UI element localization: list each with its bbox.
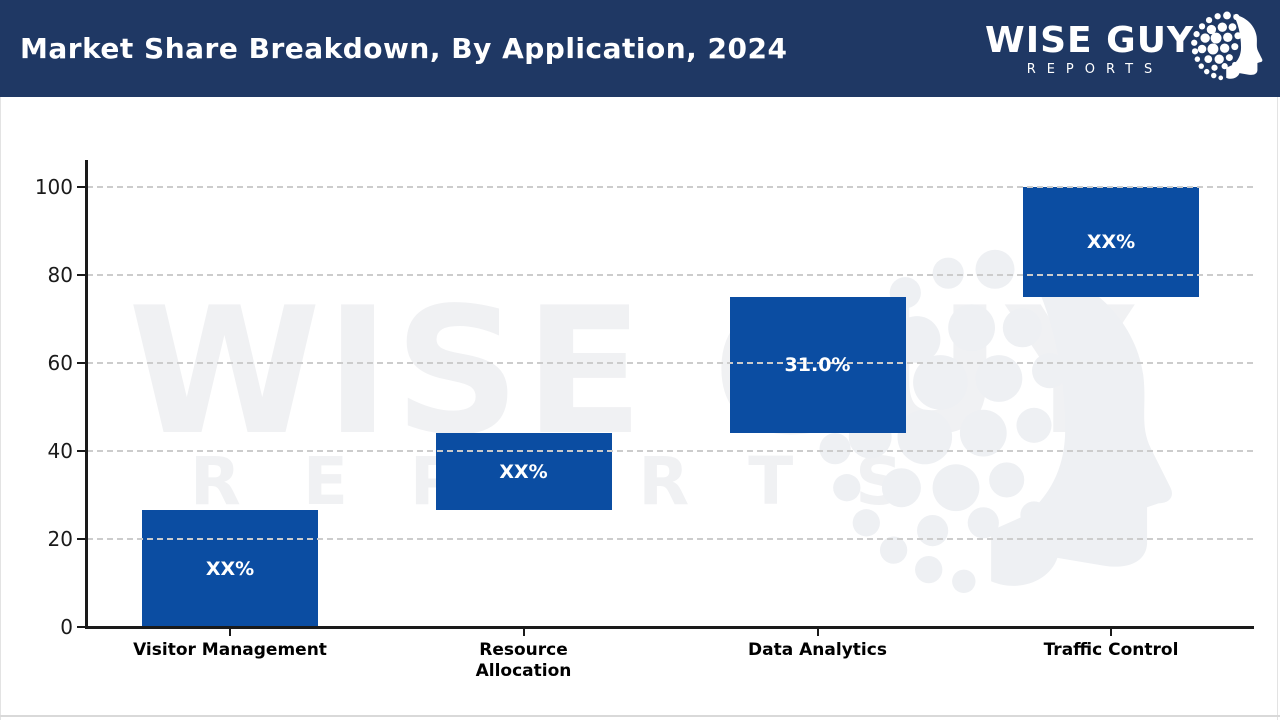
x-tick-mark [1110, 629, 1112, 636]
page-title: Market Share Breakdown, By Application, … [20, 32, 788, 65]
x-tick-label-traffic-control: Traffic Control [991, 640, 1231, 661]
x-tick-mark [522, 629, 525, 636]
gridline-y20 [87, 537, 1253, 540]
bar-value-label-visitor-management: XX% [205, 557, 255, 580]
logo-wordmark: WISE GUY [984, 19, 1194, 61]
logo-face-icon [1191, 11, 1263, 81]
x-axis-spine [85, 626, 1254, 629]
bar-value-label-resource-allocation: XX% [499, 460, 548, 483]
y-tick-label-60: 60 [47, 350, 73, 375]
bar-resource-allocation [435, 433, 612, 511]
y-tick-mark [77, 273, 86, 276]
content-border [0, 97, 1278, 720]
y-axis-spine [85, 160, 88, 629]
x-tick-label-line: Allocation [475, 661, 572, 681]
bottom-divider [0, 715, 1280, 717]
bar-value-label-data-analytics: 31.0% [784, 353, 851, 376]
x-tick-label-line: Data Analytics [748, 640, 887, 660]
y-tick-label-20: 20 [47, 526, 73, 551]
y-tick-label-40: 40 [47, 438, 73, 463]
x-tick-label-line: Traffic Control [1043, 640, 1179, 660]
y-tick-mark [77, 626, 86, 628]
header: Market Share Breakdown, By Application, … [0, 0, 1280, 97]
x-tick-label-line: Visitor Management [133, 640, 327, 660]
y-tick-mark [77, 361, 86, 364]
x-tick-label-visitor-management: Visitor Management [110, 640, 350, 661]
bar-value-label-traffic-control: XX% [1086, 230, 1136, 253]
x-tick-label-data-analytics: Data Analytics [698, 640, 938, 661]
y-tick-label-100: 100 [34, 174, 73, 199]
x-tick-mark [229, 629, 231, 636]
gridline-y60 [87, 361, 1253, 364]
logo-text: WISE GUY REPORTS [984, 19, 1194, 77]
x-tick-label-resource-allocation: Resource Allocation [404, 640, 644, 682]
y-tick-mark [77, 449, 86, 452]
gridline-y80 [87, 273, 1253, 276]
brand-logo: WISE GUY REPORTS [985, 8, 1266, 90]
y-tick-label-80: 80 [47, 262, 73, 287]
x-tick-label-line: Resource [479, 640, 568, 660]
bar-visitor-management [142, 510, 318, 627]
gridline-y100 [87, 185, 1253, 188]
y-tick-label-0: 0 [60, 615, 73, 639]
y-tick-mark [77, 185, 86, 188]
gridline-y40 [87, 449, 1253, 452]
logo-subtitle: REPORTS [1026, 61, 1164, 77]
x-tick-mark [816, 629, 819, 636]
y-tick-mark [77, 537, 86, 540]
